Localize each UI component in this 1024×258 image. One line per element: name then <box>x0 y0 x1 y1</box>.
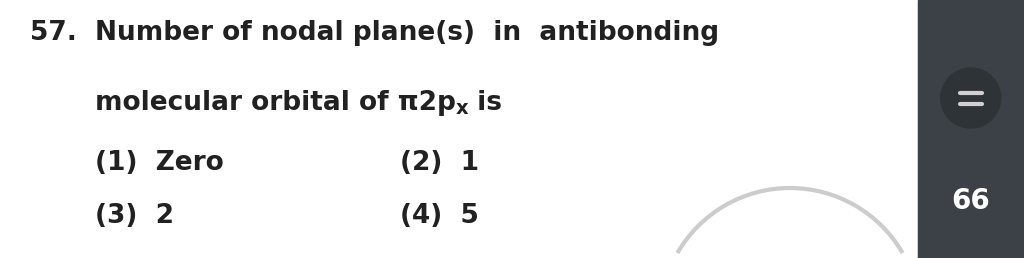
Text: (4)  5: (4) 5 <box>400 203 479 229</box>
Text: 57.: 57. <box>30 20 77 46</box>
Text: is: is <box>469 90 503 116</box>
Text: (1)  Zero: (1) Zero <box>95 150 224 176</box>
Text: molecular orbital of π2p: molecular orbital of π2p <box>95 90 456 116</box>
Circle shape <box>941 68 1000 128</box>
Text: (3)  2: (3) 2 <box>95 203 174 229</box>
Text: x: x <box>456 99 469 117</box>
Bar <box>918 0 1024 258</box>
Text: Number of nodal plane(s)  in  antibonding: Number of nodal plane(s) in antibonding <box>95 20 719 46</box>
Text: (2)  1: (2) 1 <box>400 150 479 176</box>
Text: 66: 66 <box>951 187 990 215</box>
Text: x: x <box>456 99 469 117</box>
